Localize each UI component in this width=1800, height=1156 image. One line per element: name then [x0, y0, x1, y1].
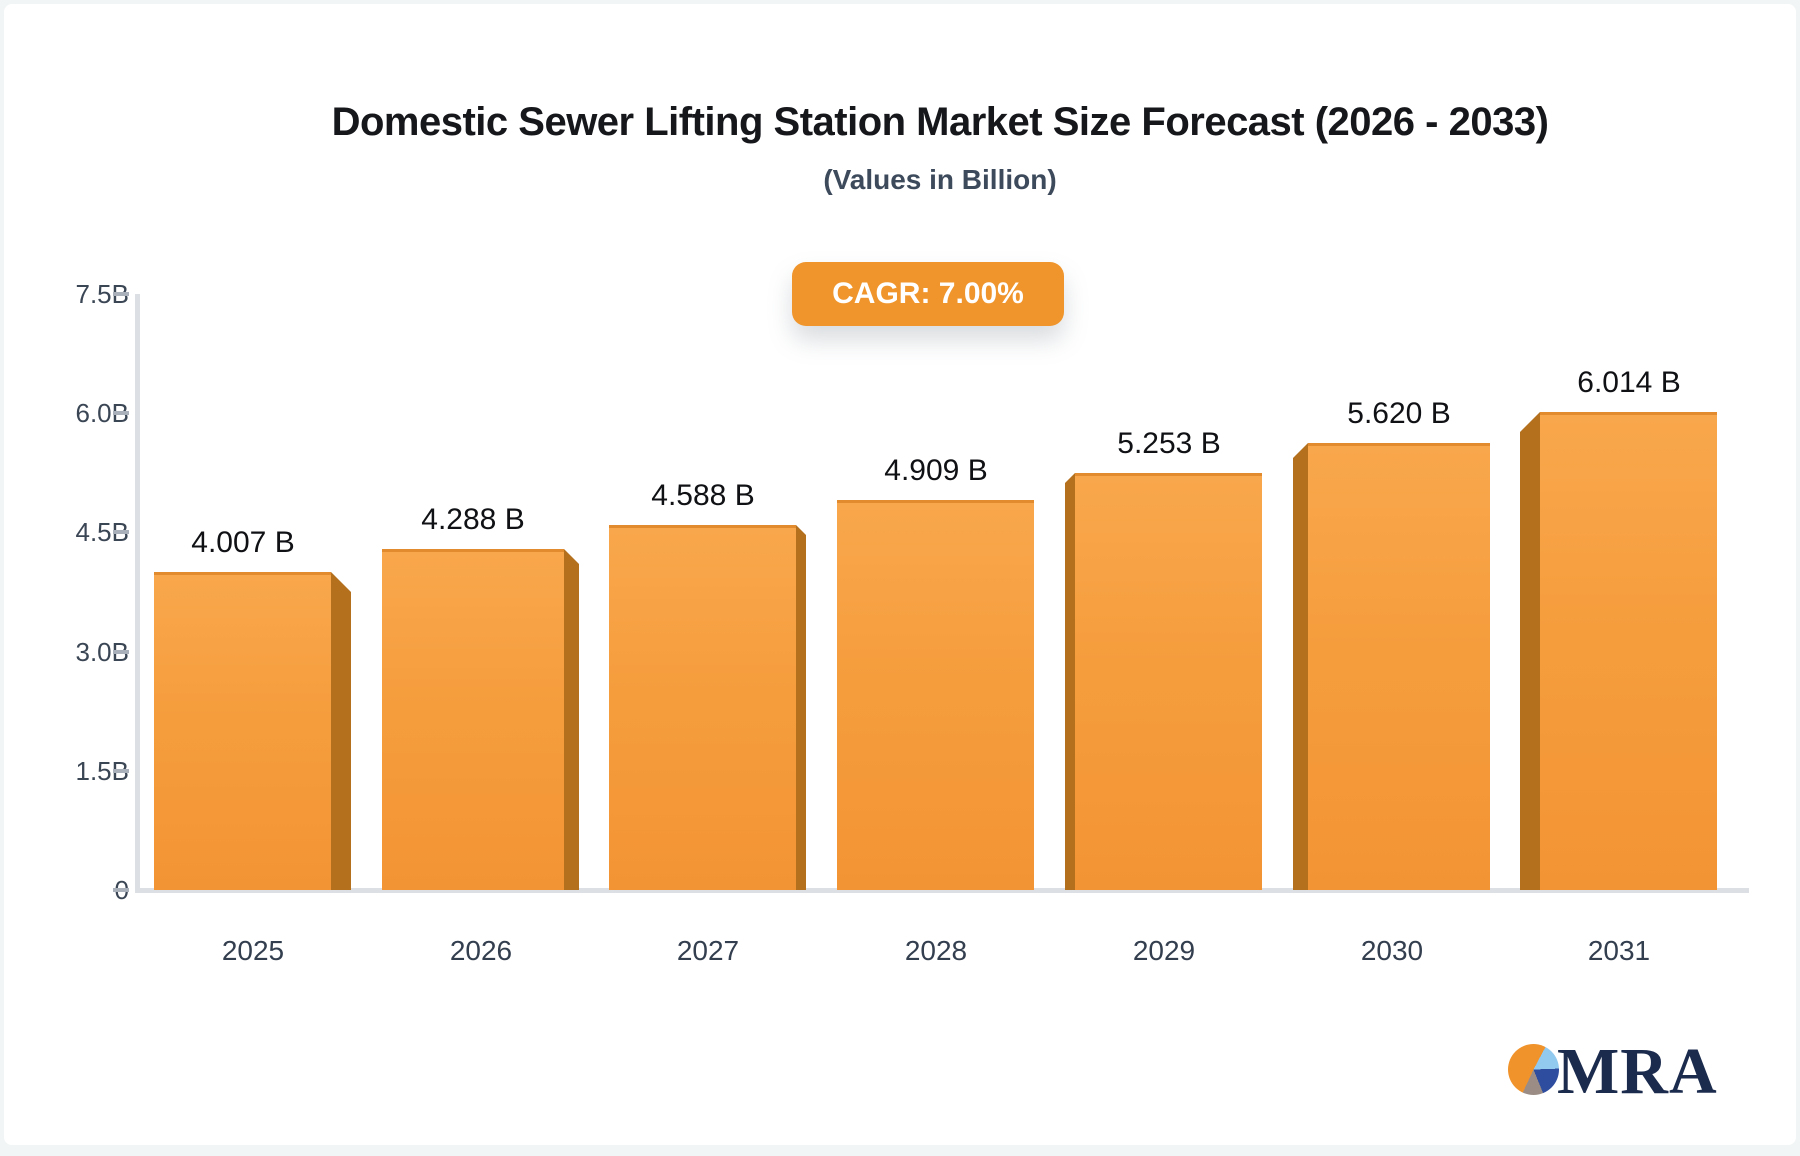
bar-value-label: 5.620 B: [1347, 397, 1451, 430]
y-tick-mark: [113, 888, 129, 892]
x-axis-line: [135, 888, 1749, 893]
bar-3d-side: [1293, 443, 1308, 890]
bar-3d-side: [796, 525, 806, 890]
x-tick-label-2027: 2027: [676, 935, 740, 966]
bar-2030: [1293, 443, 1490, 890]
y-tick-mark: [113, 649, 129, 654]
logo-text: MRA: [1557, 1035, 1718, 1108]
bar-value-label: 6.014 B: [1577, 366, 1681, 399]
bar-3d-side: [564, 549, 579, 890]
cagr-badge: CAGR: 7.00%: [792, 262, 1064, 326]
x-tick-label-2031: 2031: [1587, 935, 1651, 966]
bar-2031: [1520, 412, 1717, 890]
bar-value-label: 5.253 B: [1117, 427, 1221, 460]
y-tick-0: 0: [4, 875, 129, 905]
chart-card: Domestic Sewer Lifting Station Market Si…: [4, 4, 1796, 1145]
bar-value-label: 4.288 B: [421, 503, 525, 536]
y-tick-7.5B: 7.5B: [4, 279, 129, 309]
x-tick-label-2026: 2026: [449, 935, 513, 966]
y-tick-1.5B: 1.5B: [4, 756, 129, 786]
mra-logo: MRA: [1508, 1035, 1774, 1118]
y-axis-line: [135, 294, 140, 891]
bar-2027: [609, 525, 806, 890]
chart-title: Domestic Sewer Lifting Station Market Si…: [331, 100, 1549, 144]
bar-2028: [837, 500, 1034, 890]
bar-2029: [1065, 473, 1262, 890]
bar-value-label: 4.007 B: [191, 526, 295, 559]
x-tick-label-2030: 2030: [1360, 935, 1424, 966]
bar-face: [609, 525, 796, 890]
bar-2025: [154, 572, 351, 890]
y-tick-6.0B: 6.0B: [4, 398, 129, 428]
x-tick-label-2025: 2025: [221, 935, 285, 966]
y-tick-4.5B: 4.5B: [4, 517, 129, 547]
bar-face: [154, 572, 331, 890]
y-tick-mark: [113, 411, 129, 416]
x-tick-label-2029: 2029: [1132, 935, 1196, 966]
x-tick-label-2028: 2028: [904, 935, 968, 966]
bar-face: [1540, 412, 1717, 890]
y-tick-mark: [113, 530, 129, 535]
bar-3d-side: [1520, 412, 1540, 890]
bar-face: [1308, 443, 1490, 890]
bar-face: [837, 500, 1034, 890]
bar-face: [382, 549, 564, 890]
y-tick-mark: [113, 768, 129, 773]
bar-value-label: 4.909 B: [884, 454, 988, 487]
y-tick-mark: [113, 291, 129, 296]
bar-2026: [382, 549, 579, 890]
y-tick-3.0B: 3.0B: [4, 637, 129, 667]
bar-value-label: 4.588 B: [651, 479, 755, 512]
bar-3d-side: [1065, 473, 1075, 890]
bar-face: [1075, 473, 1262, 890]
chart-subtitle: (Values in Billion): [823, 164, 1057, 195]
bar-3d-side: [331, 572, 351, 890]
pie-chart-icon: [1508, 1044, 1559, 1095]
